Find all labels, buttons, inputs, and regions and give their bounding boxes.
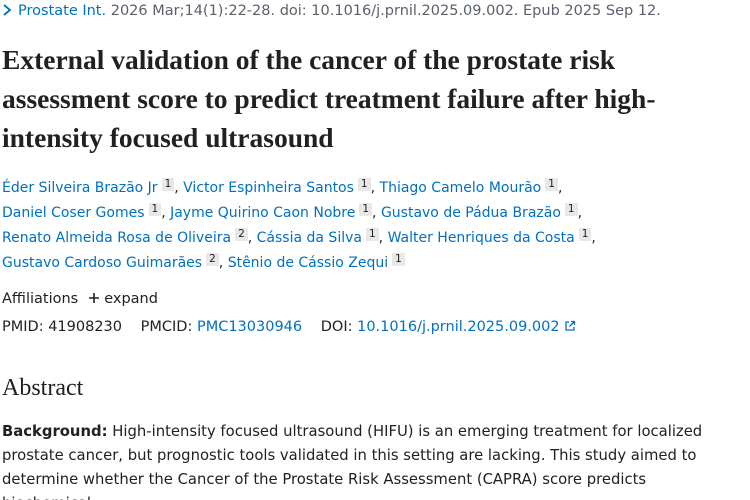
- journal-link[interactable]: Prostate Int.: [18, 3, 107, 19]
- citation: Prostate Int. 2026 Mar;14(1):22-28. doi:…: [2, 3, 661, 19]
- affiliation-number[interactable]: 1: [392, 253, 405, 266]
- author-link[interactable]: Walter Henriques da Costa: [387, 230, 575, 246]
- author-link[interactable]: Thiago Camelo Mourão: [379, 180, 542, 196]
- author-link[interactable]: Cássia da Silva: [256, 230, 362, 246]
- article-title: External validation of the cancer of the…: [2, 44, 656, 153]
- affiliation-number[interactable]: 1: [545, 178, 558, 191]
- author-link[interactable]: Jayme Quirino Caon Nobre: [170, 205, 356, 221]
- author-link[interactable]: Éder Silveira Brazão Jr: [2, 180, 158, 196]
- identifiers: PMID: 41908230 PMCID: PMC13030946 DOI: 1…: [2, 319, 576, 335]
- affiliation-number[interactable]: 1: [359, 203, 373, 216]
- plus-icon[interactable]: [88, 292, 100, 304]
- external-link-icon: [565, 320, 576, 331]
- affiliation-number[interactable]: 2: [235, 228, 248, 241]
- affiliation-number[interactable]: 1: [148, 203, 162, 216]
- affiliations: Affiliations expand: [2, 291, 158, 307]
- affiliations-label: Affiliations: [2, 291, 79, 307]
- author-link[interactable]: Stênio de Cássio Zequi: [227, 255, 389, 271]
- pmcid-label: PMCID:: [140, 319, 193, 335]
- author-separator: ,: [247, 230, 253, 246]
- author-link[interactable]: Renato Almeida Rosa de Oliveira: [2, 230, 232, 246]
- affiliation-number[interactable]: 1: [365, 228, 379, 241]
- affiliation-number[interactable]: 1: [578, 228, 592, 241]
- author-link[interactable]: Gustavo de Pádua Brazão: [380, 205, 561, 221]
- affiliation-number[interactable]: 1: [161, 178, 175, 191]
- author-separator: ,: [372, 205, 377, 221]
- author-list: Éder Silveira Brazão Jr 1, Victor Espinhe…: [2, 176, 742, 276]
- abstract-label: Background:: [2, 423, 108, 440]
- author-separator: ,: [591, 230, 596, 246]
- doi-label: DOI:: [320, 319, 353, 335]
- author-separator: ,: [577, 205, 583, 221]
- affiliation-number[interactable]: 1: [564, 203, 578, 216]
- chevron-icon: [3, 4, 12, 16]
- author-separator: ,: [557, 180, 563, 196]
- citation-details: 2026 Mar;14(1):22-28. doi: 10.1016/j.prn…: [110, 3, 661, 19]
- abstract-heading: Abstract: [2, 375, 84, 401]
- affiliation-number[interactable]: 1: [357, 178, 371, 191]
- author-separator: ,: [218, 255, 224, 271]
- pmid: 41908230: [48, 319, 123, 335]
- author-separator: ,: [174, 180, 179, 196]
- abstract-text: Background: High-intensity focused ultra…: [2, 420, 737, 500]
- author-separator: ,: [378, 230, 384, 246]
- abstract-body: High-intensity focused ultrasound (HIFU)…: [2, 423, 703, 500]
- expand-toggle[interactable]: expand: [104, 291, 158, 307]
- pmid-label: PMID:: [2, 319, 44, 335]
- doi-link[interactable]: 10.1016/j.prnil.2025.09.002: [357, 319, 560, 335]
- affiliation-number[interactable]: 2: [206, 253, 219, 266]
- author-link[interactable]: Daniel Coser Gomes: [2, 205, 145, 221]
- author-separator: ,: [161, 205, 166, 221]
- pmcid-link[interactable]: PMC13030946: [196, 319, 303, 335]
- author-separator: ,: [370, 180, 376, 196]
- author-link[interactable]: Victor Espinheira Santos: [183, 180, 354, 196]
- author-link[interactable]: Gustavo Cardoso Guimarães: [2, 255, 203, 271]
